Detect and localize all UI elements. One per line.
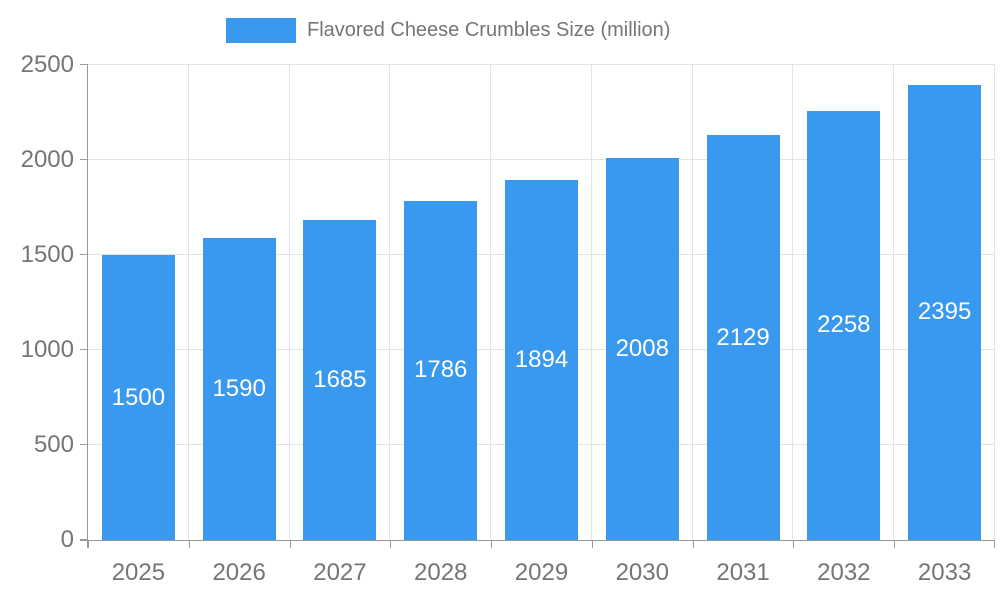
y-axis-tick — [80, 159, 88, 160]
legend-label[interactable]: Flavored Cheese Crumbles Size (million) — [307, 19, 671, 41]
y-tick-label: 500 — [33, 431, 74, 458]
gridline-horizontal — [88, 64, 995, 65]
x-axis-tick — [591, 540, 593, 548]
x-tick-label: 2029 — [514, 559, 569, 586]
gridline-vertical — [590, 65, 592, 540]
bar — [404, 200, 478, 540]
bar-value-label: 2258 — [817, 311, 871, 339]
x-tick-label: 2031 — [716, 559, 770, 586]
y-axis-tick — [80, 444, 88, 445]
bar — [605, 158, 679, 540]
gridline-vertical — [994, 65, 995, 540]
x-tick-label: 2027 — [313, 559, 367, 586]
legend[interactable]: Flavored Cheese Crumbles Size (million) — [226, 18, 670, 43]
bar-value-label: 2395 — [917, 298, 972, 326]
bar — [706, 135, 780, 540]
gridline-vertical — [389, 65, 391, 540]
x-tick-label: 2026 — [212, 559, 266, 586]
x-tick-label: 2030 — [615, 559, 669, 586]
bar — [505, 180, 578, 540]
y-tick-label: 2500 — [20, 51, 74, 78]
x-axis-tick — [88, 540, 89, 548]
gridline-vertical — [893, 65, 895, 540]
x-axis-tick — [188, 540, 190, 548]
y-tick-label: 1000 — [20, 336, 74, 363]
gridline-vertical — [490, 65, 492, 540]
x-axis-line — [80, 540, 995, 541]
bar — [101, 255, 175, 540]
gridline-vertical — [691, 65, 693, 540]
bar-value-label: 1590 — [212, 374, 266, 402]
bar — [202, 237, 276, 540]
bar-value-label: 1685 — [313, 365, 367, 393]
x-tick-label: 2025 — [111, 559, 166, 586]
bar-value-label: 2129 — [716, 323, 770, 351]
y-tick-label: 0 — [60, 526, 74, 553]
legend-swatch[interactable] — [226, 18, 296, 43]
gridline-vertical — [288, 65, 290, 540]
bar — [807, 110, 881, 540]
bar — [303, 219, 377, 540]
x-axis-tick — [894, 540, 896, 548]
y-tick-label: 2000 — [20, 146, 74, 173]
y-axis-tick — [80, 539, 88, 540]
bar — [908, 84, 982, 540]
x-tick-label: 2033 — [917, 559, 972, 586]
bar-value-label: 1500 — [111, 383, 166, 411]
x-tick-label: 2032 — [817, 559, 871, 586]
x-axis-tick — [491, 540, 493, 548]
y-axis-tick — [80, 64, 88, 65]
x-axis-tick — [390, 540, 392, 548]
x-axis-tick — [793, 540, 795, 548]
y-axis-line — [87, 65, 88, 548]
gridline-horizontal — [88, 159, 995, 160]
x-axis-tick — [692, 540, 694, 548]
gridline-vertical — [187, 65, 189, 540]
y-tick-label: 1500 — [20, 241, 74, 268]
bar-value-label: 2008 — [615, 335, 669, 363]
bar-value-label: 1786 — [414, 356, 468, 384]
x-tick-label: 2028 — [414, 559, 468, 586]
x-axis-tick — [994, 540, 995, 548]
y-axis-tick — [80, 349, 88, 350]
x-axis-tick — [289, 540, 291, 548]
gridline-vertical — [792, 65, 794, 540]
bar-value-label: 1894 — [514, 346, 569, 374]
y-axis-tick — [80, 254, 88, 255]
